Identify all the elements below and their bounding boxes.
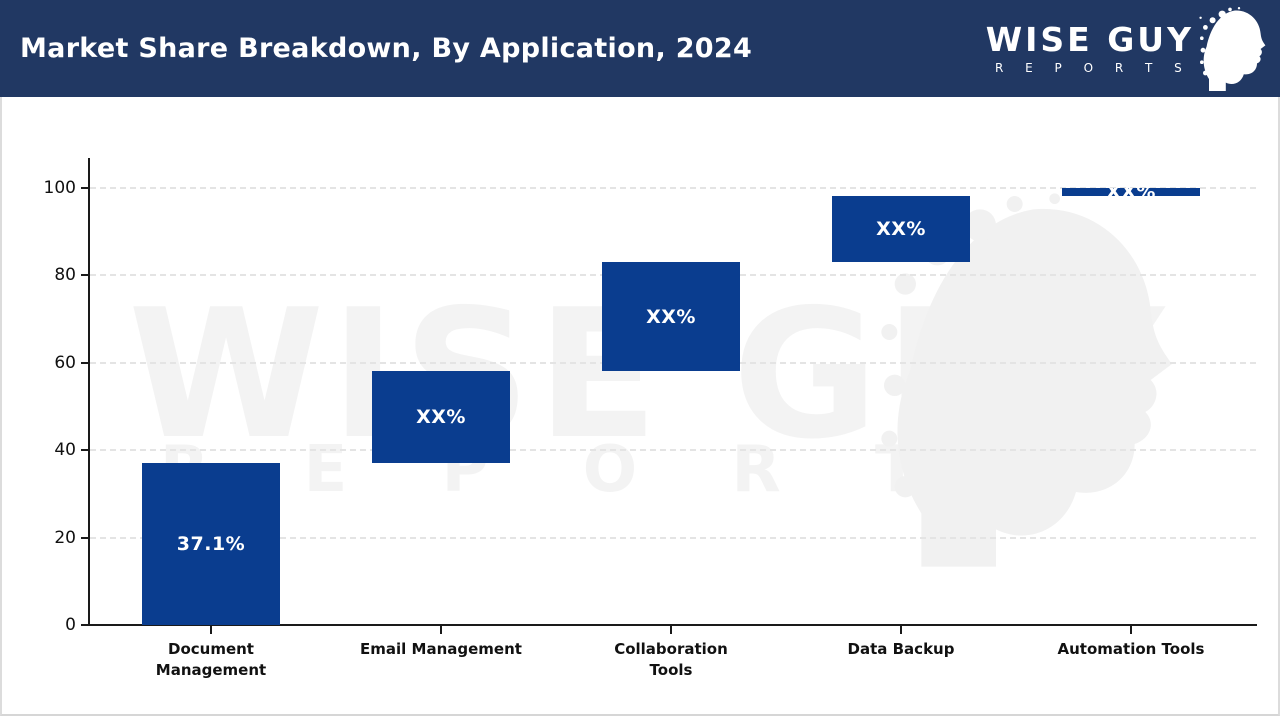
x-category-label-line: Automation Tools: [1057, 640, 1205, 658]
gridline-100: [90, 186, 1256, 189]
bar-email-management: XX%: [372, 371, 510, 463]
x-tick-2: [440, 626, 442, 634]
y-tick-100: [81, 186, 88, 189]
brand-subtitle: R E P O R T S: [994, 60, 1191, 75]
y-tick-80: [81, 274, 88, 276]
x-category-label-line: Collaboration: [614, 640, 728, 658]
x-category-label-2: Email Management: [326, 639, 556, 660]
x-tick-1: [210, 626, 212, 634]
brand-logo: WISE GUY R E P O R T S: [986, 6, 1270, 91]
brand-name: WISE GUY: [985, 19, 1194, 59]
brand-logo-text: WISE GUY R E P O R T S: [986, 23, 1194, 75]
brand-head-icon: [1199, 6, 1266, 91]
x-tick-3: [670, 626, 672, 634]
x-tick-5: [1130, 626, 1132, 634]
y-tick-label-100: 100: [43, 177, 76, 198]
x-category-label-line: Email Management: [360, 640, 522, 658]
page-title: Market Share Breakdown, By Application, …: [20, 33, 753, 64]
bar-collaboration-tools: XX%: [602, 261, 740, 372]
y-tick-label-60: 60: [54, 352, 76, 373]
y-tick-0: [81, 624, 88, 626]
y-tick-label-20: 20: [54, 527, 76, 548]
x-axis-line: [88, 624, 1257, 626]
x-category-label-line: Tools: [649, 661, 693, 679]
x-category-label-4: Data Backup: [786, 639, 1016, 660]
x-category-label-line: Document: [168, 640, 254, 658]
gridline-40: [90, 449, 1256, 451]
watermark-head-logo: [878, 193, 1172, 567]
bar-data-backup: XX%: [832, 196, 970, 262]
y-tick-label-80: 80: [54, 265, 76, 285]
x-category-label-line: Data Backup: [847, 640, 955, 658]
bar-value-label: XX%: [876, 218, 926, 241]
bar-value-label: 37.1%: [176, 532, 246, 555]
x-tick-4: [900, 626, 902, 634]
bar-value-label: XX%: [1106, 188, 1156, 197]
y-axis-line: [88, 158, 90, 626]
bar-value-label: XX%: [416, 405, 466, 428]
y-tick-label-0: 0: [65, 615, 76, 635]
y-tick-20: [81, 536, 88, 539]
x-category-label-1: Document Management: [96, 639, 326, 681]
y-tick-60: [81, 361, 88, 364]
y-tick-label-40: 40: [54, 440, 76, 460]
gridline-20: [90, 536, 1256, 539]
x-category-label-3: Collaboration Tools: [556, 639, 786, 681]
bar-automation-tools: XX%: [1062, 187, 1200, 197]
x-category-label-line: Management: [155, 661, 267, 679]
bar-value-label: XX%: [646, 305, 696, 328]
bar-document-management: 37.1%: [142, 462, 280, 625]
x-category-label-5: Automation Tools: [1016, 639, 1246, 660]
y-tick-40: [81, 449, 88, 451]
header-bar: Market Share Breakdown, By Application, …: [0, 0, 1280, 97]
